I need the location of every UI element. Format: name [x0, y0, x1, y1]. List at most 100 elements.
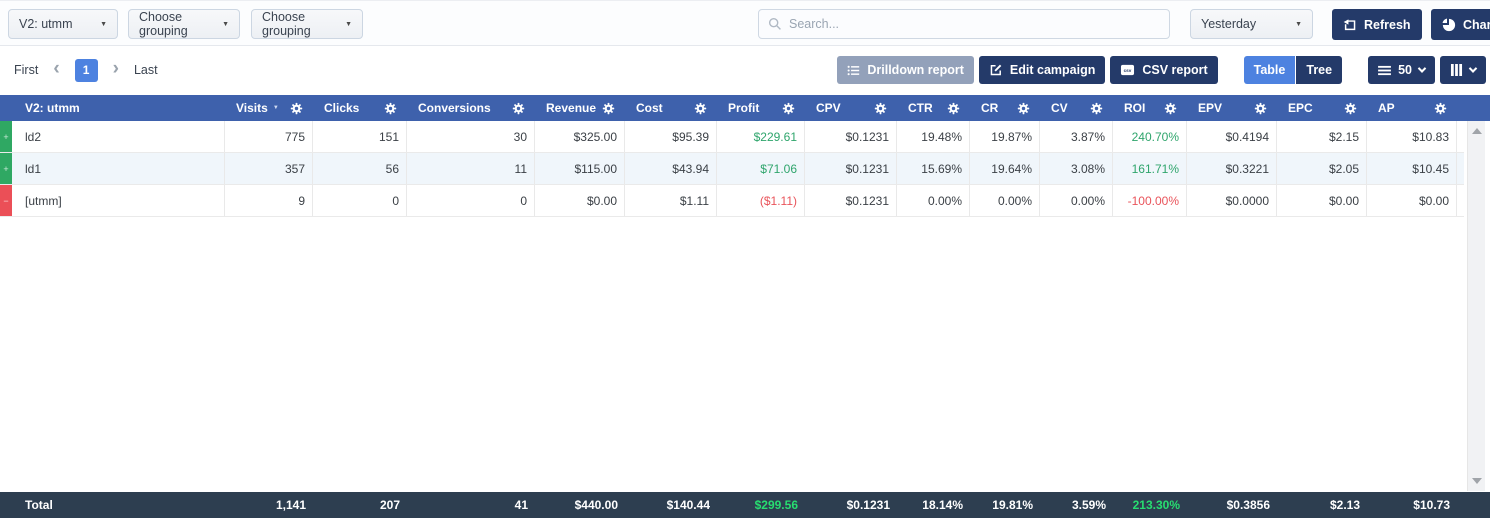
cell-clicks: 151 — [313, 121, 407, 152]
scroll-up-icon[interactable] — [1472, 128, 1482, 134]
token-select[interactable]: V2: utmm ▼ — [8, 9, 118, 39]
cell-epv: $0.4194 — [1187, 121, 1277, 152]
total-profit: $299.56 — [754, 498, 798, 512]
date-range-select[interactable]: Yesterday ▼ — [1190, 9, 1313, 39]
cell-roi: 240.70% — [1113, 121, 1187, 152]
view-mode-toggle: Table Tree — [1243, 56, 1363, 84]
column-header-ctr[interactable]: CTR — [897, 95, 970, 121]
vertical-scrollbar[interactable] — [1467, 121, 1485, 491]
date-range-value: Yesterday — [1201, 17, 1257, 31]
cell-ap: $10.45 — [1367, 153, 1457, 184]
tree-view-label: Tree — [1306, 63, 1333, 77]
caret-down-icon: ▼ — [1295, 20, 1302, 28]
gear-icon[interactable] — [384, 102, 397, 115]
column-header-cr[interactable]: CR — [970, 95, 1040, 121]
gear-icon[interactable] — [1254, 102, 1267, 115]
column-header-cv[interactable]: CV — [1040, 95, 1113, 121]
pagination-first[interactable]: First — [14, 63, 39, 77]
svg-text:csv: csv — [1124, 68, 1132, 73]
chevron-down-icon — [1417, 64, 1427, 73]
column-header-revenue[interactable]: Revenue — [535, 95, 625, 121]
sort-desc-icon: ▼ — [272, 105, 279, 111]
total-row: Total 1,141 207 41 $440.00 $140.44 $299.… — [0, 492, 1490, 518]
cell-cpv: $0.1231 — [805, 121, 897, 152]
caret-down-icon: ▼ — [222, 20, 229, 28]
row-name-cell: − [utmm] — [0, 185, 225, 216]
cell-cr: 0.00% — [970, 185, 1040, 216]
gear-icon[interactable] — [290, 102, 303, 115]
row-name-cell: + ld2 — [0, 121, 225, 152]
search-input[interactable] — [789, 17, 1160, 31]
column-header-epc[interactable]: EPC — [1277, 95, 1367, 121]
cell-epc: $2.05 — [1277, 153, 1367, 184]
column-header-profit[interactable]: Profit — [717, 95, 805, 121]
table-row[interactable]: + ld2 775 151 30 $325.00 $95.39 $229.61 … — [0, 121, 1464, 153]
cell-conversions: 0 — [407, 185, 535, 216]
pagination-current-page[interactable]: 1 — [74, 58, 98, 82]
cell-revenue: $115.00 — [535, 153, 625, 184]
refresh-button[interactable]: Refresh — [1332, 9, 1422, 40]
column-header-cpv[interactable]: CPV — [805, 95, 897, 121]
gear-icon[interactable] — [1017, 102, 1030, 115]
search-box — [758, 9, 1170, 39]
cell-epv: $0.0000 — [1187, 185, 1277, 216]
cell-visits: 775 — [225, 121, 313, 152]
column-header-clicks[interactable]: Clicks — [313, 95, 407, 121]
chart-button[interactable]: Chart — [1431, 9, 1490, 40]
cell-roi: -100.00% — [1113, 185, 1187, 216]
cell-cv: 3.87% — [1040, 121, 1113, 152]
gear-icon[interactable] — [874, 102, 887, 115]
cell-epc: $0.00 — [1277, 185, 1367, 216]
table-header: V2: utmm Visits ▼ Clicks Conversions Reve… — [0, 95, 1490, 121]
table-row[interactable]: − [utmm] 9 0 0 $0.00 $1.11 ($1.11) $0.12… — [0, 185, 1464, 217]
csv-report-label: CSV report — [1142, 63, 1208, 77]
cell-roi: 161.71% — [1113, 153, 1187, 184]
pagination-prev-icon[interactable]: ‹ — [53, 58, 60, 79]
table-view-label: Table — [1253, 63, 1286, 77]
gear-icon[interactable] — [1344, 102, 1357, 115]
total-roi: 213.30% — [1132, 498, 1180, 512]
cell-cost: $43.94 — [625, 153, 717, 184]
pagination-last[interactable]: Last — [133, 63, 158, 77]
gear-icon[interactable] — [1434, 102, 1447, 115]
drilldown-report-button[interactable]: Drilldown report — [837, 56, 974, 84]
table-row[interactable]: + ld1 357 56 11 $115.00 $43.94 $71.06 $0… — [0, 153, 1464, 185]
cell-profit: ($1.11) — [717, 185, 805, 216]
gear-icon[interactable] — [512, 102, 525, 115]
column-header-visits[interactable]: Visits ▼ — [225, 95, 313, 121]
cell-cpv: $0.1231 — [805, 153, 897, 184]
gear-icon[interactable] — [694, 102, 707, 115]
tree-view-button[interactable]: Tree — [1296, 56, 1343, 84]
grouping-select-1[interactable]: Choose grouping ▼ — [128, 9, 240, 39]
total-ctr: 18.14% — [922, 498, 963, 512]
column-header-roi[interactable]: ROI — [1113, 95, 1187, 121]
gear-icon[interactable] — [782, 102, 795, 115]
total-epv: $0.3856 — [1226, 498, 1270, 512]
total-epc: $2.13 — [1329, 498, 1360, 512]
cell-revenue: $325.00 — [535, 121, 625, 152]
cell-visits: 9 — [225, 185, 313, 216]
row-name-cell: + ld1 — [0, 153, 225, 184]
column-header-token[interactable]: V2: utmm — [25, 101, 80, 115]
rows-per-page-button[interactable]: 50 — [1368, 56, 1435, 84]
positive-status-bar: + — [0, 153, 12, 184]
scroll-down-icon[interactable] — [1472, 478, 1482, 484]
cell-ctr: 15.69% — [897, 153, 970, 184]
csv-report-button[interactable]: csv CSV report — [1110, 56, 1218, 84]
columns-settings-button[interactable] — [1440, 56, 1486, 84]
column-header-ap[interactable]: AP — [1367, 95, 1457, 121]
gear-icon[interactable] — [1164, 102, 1177, 115]
table-body: + ld2 775 151 30 $325.00 $95.39 $229.61 … — [0, 121, 1464, 217]
gear-icon[interactable] — [1090, 102, 1103, 115]
pagination-next-icon[interactable]: › — [112, 58, 119, 79]
gear-icon[interactable] — [947, 102, 960, 115]
column-header-epv[interactable]: EPV — [1187, 95, 1277, 121]
table-view-button[interactable]: Table — [1243, 56, 1296, 84]
negative-status-bar: − — [0, 185, 12, 216]
column-header-cost[interactable]: Cost — [625, 95, 717, 121]
column-header-conversions[interactable]: Conversions — [407, 95, 535, 121]
gear-icon[interactable] — [602, 102, 615, 115]
grouping-select-2[interactable]: Choose grouping ▼ — [251, 9, 363, 39]
edit-campaign-button[interactable]: Edit campaign — [978, 56, 1106, 84]
